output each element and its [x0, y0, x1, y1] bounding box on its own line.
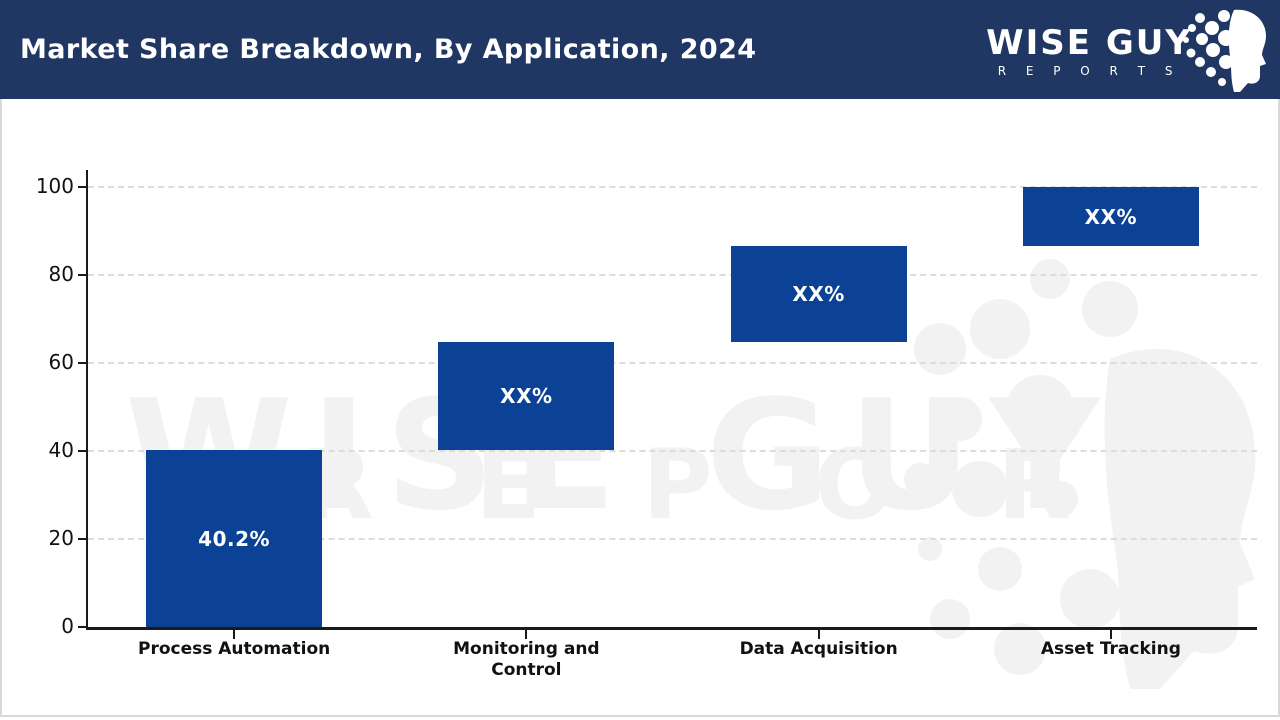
- bar-value-label: XX%: [500, 384, 553, 409]
- y-tick-mark: [78, 362, 87, 364]
- gridline: [88, 362, 1257, 364]
- y-tick-label: 0: [61, 614, 74, 638]
- wise-guy-logo: WISE GUY R E P O R T S: [986, 6, 1270, 94]
- y-tick-label: 80: [48, 262, 74, 286]
- x-tick-mark: [525, 630, 528, 639]
- gridline: [88, 274, 1257, 276]
- y-tick-label: 20: [48, 526, 74, 550]
- x-category-label: Asset Tracking: [1040, 639, 1181, 659]
- y-tick-mark: [78, 274, 87, 276]
- gridline: [88, 186, 1257, 188]
- logo-tagline: R E P O R T S: [997, 63, 1181, 78]
- x-category-label: Data Acquisition: [739, 639, 898, 659]
- page-border-right: [1278, 99, 1280, 716]
- x-axis-line: [86, 627, 1257, 630]
- bar-segment: XX%: [438, 342, 615, 451]
- bar-value-label: XX%: [792, 282, 845, 307]
- page-border-bottom: [0, 715, 1280, 717]
- header-banner: Market Share Breakdown, By Application, …: [0, 0, 1280, 99]
- x-tick-mark: [817, 630, 820, 639]
- x-category-label: Process Automation: [137, 639, 331, 659]
- bar-value-label: 40.2%: [198, 526, 271, 551]
- bar-segment: 40.2%: [146, 450, 323, 627]
- y-tick-label: 60: [48, 350, 74, 374]
- gridline: [88, 450, 1257, 452]
- y-tick-mark: [78, 538, 87, 540]
- bar-segment: XX%: [1022, 187, 1199, 247]
- y-tick-label: 100: [35, 174, 74, 198]
- x-tick-mark: [233, 630, 236, 639]
- y-tick-label: 40: [48, 438, 74, 462]
- y-tick-mark: [78, 626, 87, 628]
- y-tick-mark: [78, 186, 87, 188]
- page-border-left: [0, 99, 2, 716]
- x-category-label: Monitoring and Control: [453, 639, 600, 681]
- x-tick-mark: [1109, 630, 1112, 639]
- logo-face-icon: [1183, 9, 1266, 93]
- watermark-face-icon: [904, 259, 1256, 689]
- y-tick-mark: [78, 450, 87, 452]
- logo-name: WISE GUY: [986, 22, 1192, 63]
- page-title: Market Share Breakdown, By Application, …: [20, 34, 757, 65]
- gridline: [88, 538, 1257, 540]
- bar-value-label: XX%: [1084, 204, 1138, 229]
- chart-area: WISE GUY R E P O R T S 02040608010040.2%…: [0, 99, 1280, 720]
- y-axis-line: [86, 170, 88, 630]
- bar-segment: XX%: [730, 246, 907, 343]
